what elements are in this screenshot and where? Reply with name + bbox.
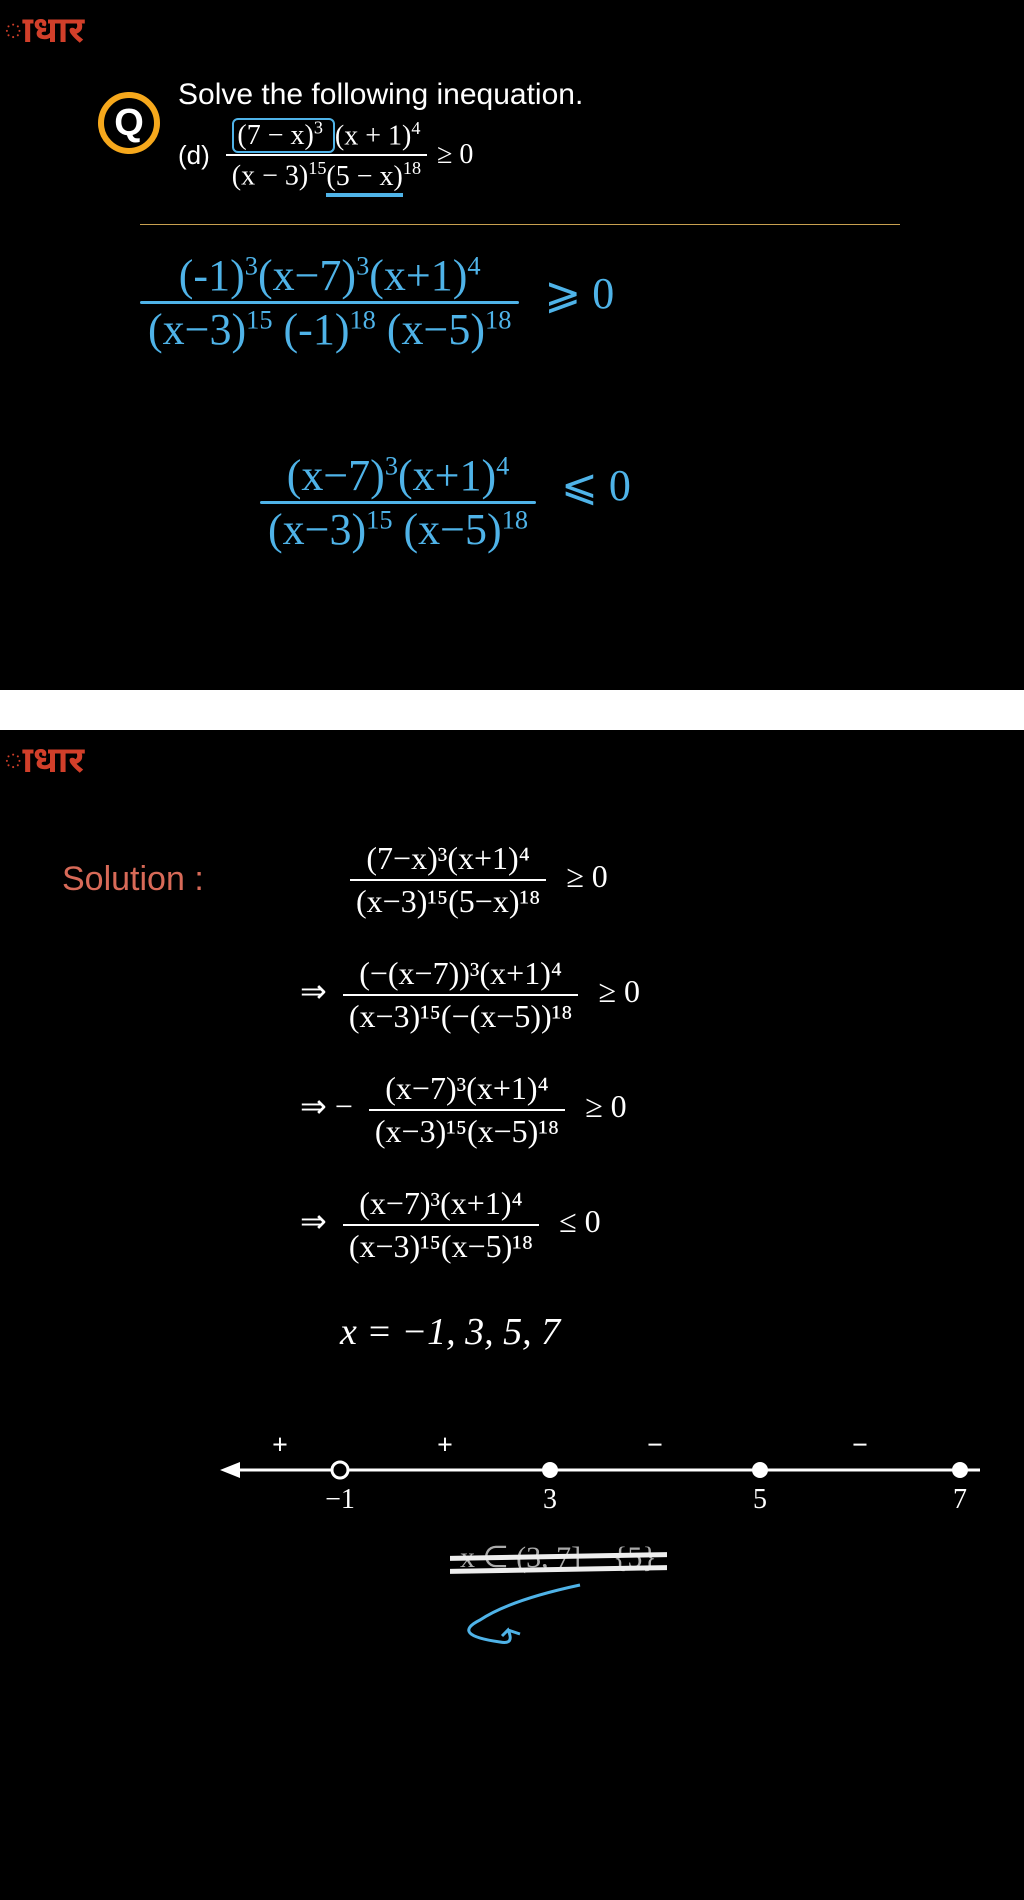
- number-line: −1 3 5 7 + + − −: [220, 1430, 980, 1555]
- struck-answer: x ∈ (3, 7] − {5}: [460, 1540, 657, 1575]
- critical-points: x = −1, 3, 5, 7: [340, 1310, 560, 1354]
- panel-solution: ाधार Solution : (7−x)³(x+1)⁴ (x−3)¹⁵(5−x…: [0, 730, 1024, 1900]
- question-expression: (d) (7 − x)3 (x + 1)4 (x − 3)15(5 − x)18…: [178, 118, 473, 193]
- svg-text:+: +: [437, 1430, 453, 1461]
- question-prompt: Solve the following inequation.: [178, 78, 583, 112]
- number-line-svg: −1 3 5 7 + + − −: [220, 1430, 1000, 1550]
- solution-step-4: ⇒ (x−7)³(x+1)⁴ (x−3)¹⁵(x−5)¹⁸ ≤ 0: [300, 1185, 601, 1265]
- option-label: (d): [178, 140, 210, 171]
- fraction-denominator: (x − 3)15(5 − x)18: [226, 156, 427, 192]
- hand-fraction-2: (x−7)3(x+1)4 (x−3)15 (x−5)18: [260, 450, 536, 555]
- solution-label: Solution :: [62, 860, 204, 899]
- circled-term: (7 − x)3: [232, 118, 335, 153]
- solution-step-3: ⇒ − (x−7)³(x+1)⁴ (x−3)¹⁵(x−5)¹⁸ ≥ 0: [300, 1070, 627, 1150]
- handwriting-step-1: (-1)3(x−7)3(x+1)4 (x−3)15 (-1)18 (x−5)18…: [140, 250, 614, 355]
- fraction-expression: (7 − x)3 (x + 1)4 (x − 3)15(5 − x)18: [226, 118, 427, 193]
- divider-line: [140, 224, 900, 225]
- solution-step-2: ⇒ (−(x−7))³(x+1)⁴ (x−3)¹⁵(−(x−5))¹⁸ ≥ 0: [300, 955, 640, 1035]
- blue-squiggle: [430, 1580, 690, 1660]
- hand-relation-1: ⩾ 0: [544, 269, 614, 318]
- brand-logo: ाधार: [0, 0, 1024, 57]
- fraction-numerator: (7 − x)3 (x + 1)4: [226, 118, 426, 154]
- svg-text:−: −: [647, 1430, 663, 1461]
- handwriting-step-2: (x−7)3(x+1)4 (x−3)15 (x−5)18 ⩽ 0: [260, 450, 631, 555]
- question-badge: Q: [98, 92, 160, 154]
- relation-symbol: ≥ 0: [437, 139, 473, 171]
- svg-text:+: +: [272, 1430, 288, 1461]
- brand-logo-2: ाधार: [0, 730, 1024, 787]
- svg-text:−: −: [852, 1430, 868, 1461]
- svg-text:5: 5: [753, 1484, 767, 1515]
- hand-relation-2: ⩽ 0: [561, 461, 631, 510]
- hand-fraction-1: (-1)3(x−7)3(x+1)4 (x−3)15 (-1)18 (x−5)18: [140, 250, 519, 355]
- svg-text:7: 7: [953, 1484, 967, 1515]
- panel-separator: [0, 690, 1024, 730]
- underlined-term: (5 − x): [326, 161, 402, 197]
- solution-step-1: (7−x)³(x+1)⁴ (x−3)¹⁵(5−x)¹⁸ ≥ 0: [350, 840, 608, 920]
- svg-text:−1: −1: [325, 1484, 355, 1515]
- svg-text:3: 3: [543, 1484, 557, 1515]
- panel-question: ाधार Q Solve the following inequation. (…: [0, 0, 1024, 690]
